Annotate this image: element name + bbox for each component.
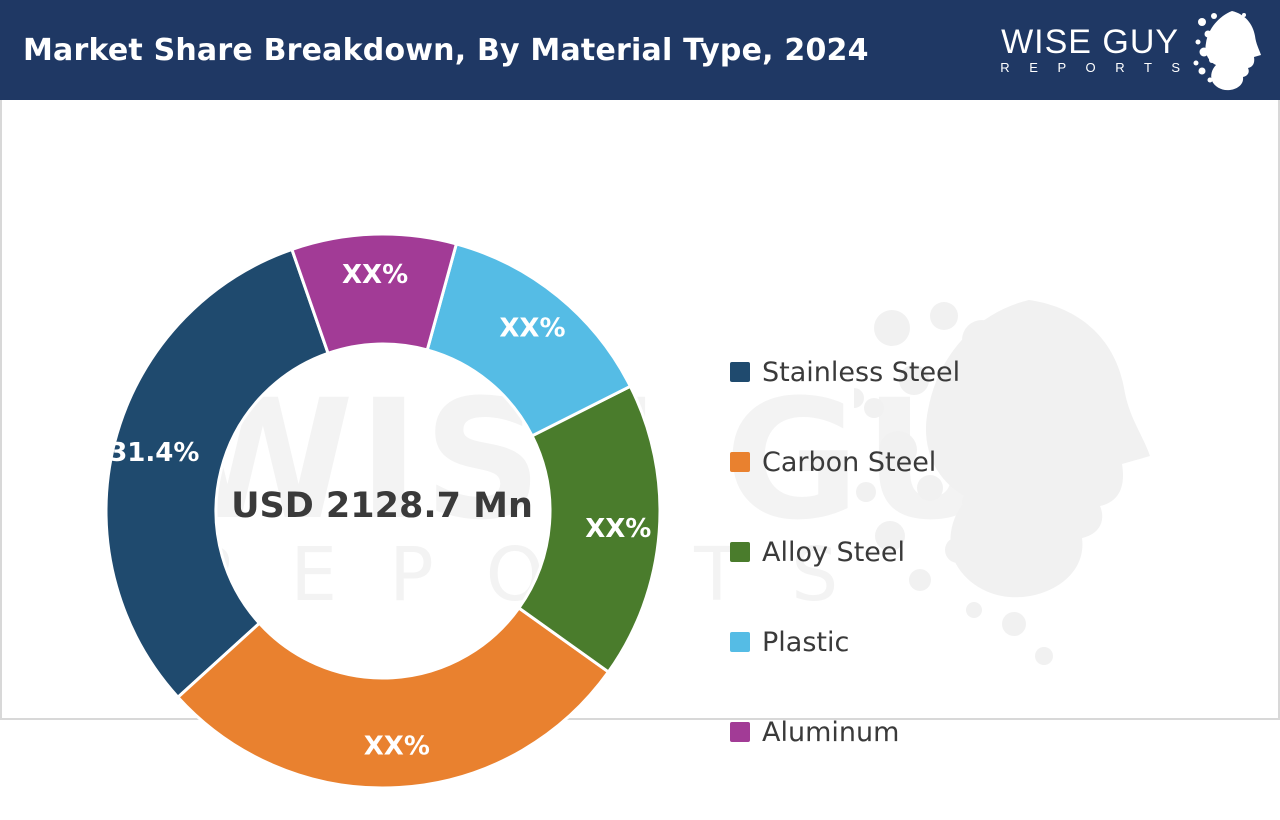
page-title: Market Share Breakdown, By Material Type… (23, 32, 869, 68)
pie-slice-alloy-steel (517, 384, 662, 674)
slice-value-label-aluminum: XX% (342, 260, 408, 290)
legend-item-plastic: Plastic (730, 597, 960, 687)
legend-swatch (730, 722, 750, 742)
slice-value-label-stainless-steel: 31.4% (109, 438, 199, 468)
legend-swatch (730, 452, 750, 472)
slice-value-label-plastic: XX% (499, 313, 565, 343)
brand-subname: R E P O R T S (1000, 60, 1188, 76)
header-bar: Market Share Breakdown, By Material Type… (0, 0, 1280, 100)
brand-head-icon (1193, 11, 1261, 91)
legend-item-stainless-steel: Stainless Steel (730, 327, 960, 417)
brand-logo: WISE GUY R E P O R T S (992, 8, 1262, 92)
slice-value-label-carbon-steel: XX% (364, 732, 430, 762)
legend-label: Plastic (762, 626, 850, 658)
legend-swatch (730, 542, 750, 562)
legend-label: Aluminum (762, 716, 900, 748)
slice-value-label-alloy-steel: XX% (585, 514, 651, 544)
legend-swatch (730, 362, 750, 382)
pie-slice-aluminum (290, 232, 458, 355)
legend-item-aluminum: Aluminum (730, 687, 960, 777)
chart-center-value: USD 2128.7 Mn (231, 486, 533, 526)
legend-label: Stainless Steel (762, 356, 961, 388)
brand-logo-text: WISE GUY R E P O R T S (992, 22, 1188, 76)
legend-swatch (730, 632, 750, 652)
legend-item-alloy-steel: Alloy Steel (730, 507, 960, 597)
watermark-head-icon (854, 300, 1150, 665)
legend-label: Alloy Steel (762, 536, 906, 568)
legend: Stainless Steel Carbon Steel Alloy Steel Pl… (730, 327, 960, 777)
brand-name: WISE GUY (1001, 22, 1180, 61)
legend-item-carbon-steel: Carbon Steel (730, 417, 960, 507)
legend-label: Carbon Steel (762, 446, 937, 478)
pie-slice-stainless-steel (104, 247, 330, 699)
